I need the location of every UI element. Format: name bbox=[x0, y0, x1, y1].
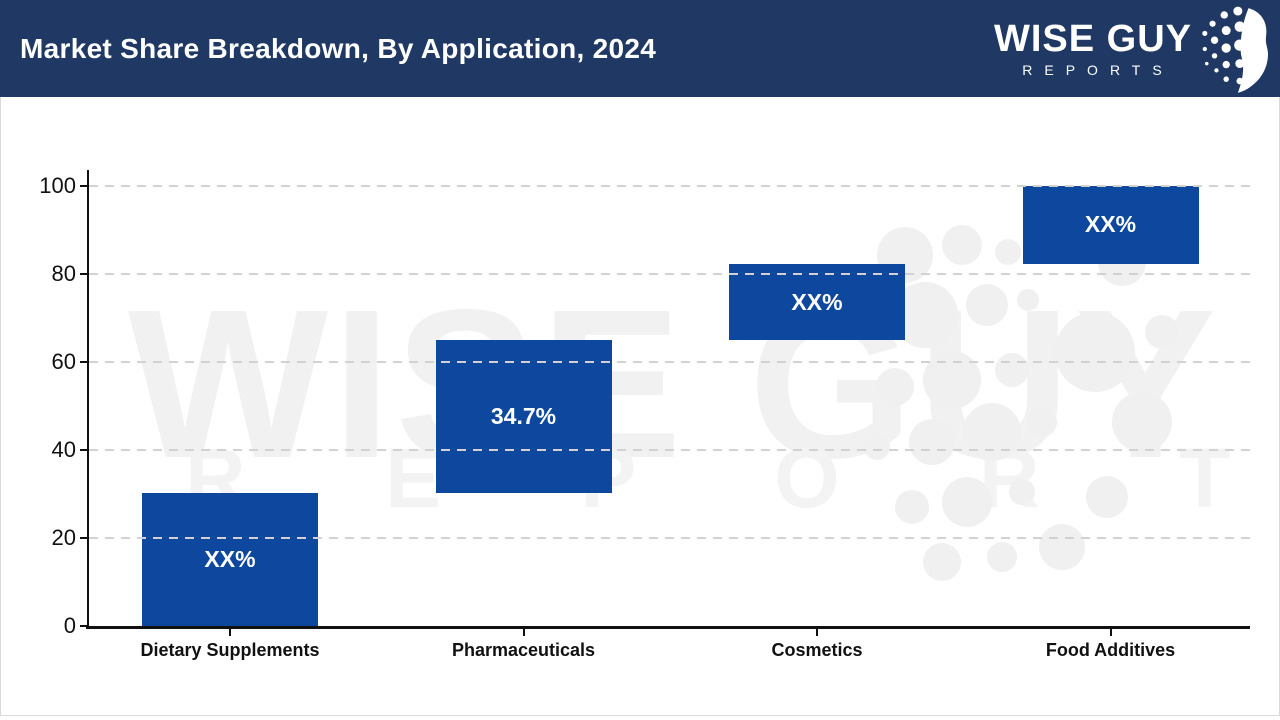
bar: 34.7% bbox=[435, 340, 612, 494]
gridline bbox=[89, 537, 1250, 539]
x-category-label: Cosmetics bbox=[771, 640, 863, 660]
watermark-dot bbox=[895, 490, 929, 524]
x-category-label: Dietary Supplements bbox=[140, 640, 320, 660]
logo-wordmark: WISE GUY bbox=[993, 18, 1192, 60]
x-axis-tick bbox=[1109, 629, 1112, 636]
page-title: Market Share Breakdown, By Application, … bbox=[20, 32, 657, 64]
watermark-dot bbox=[1055, 312, 1135, 392]
watermark-dot bbox=[1039, 524, 1085, 570]
y-tick-label: 40 bbox=[51, 437, 76, 462]
x-axis-tick bbox=[816, 629, 818, 636]
bar: XX% bbox=[729, 263, 905, 341]
gridline bbox=[89, 185, 1250, 187]
dotted-head-icon bbox=[1202, 6, 1268, 93]
x-category-label: Food Additives bbox=[1045, 640, 1176, 660]
y-tick-label: 100 bbox=[39, 173, 76, 198]
watermark-dot bbox=[966, 284, 1008, 326]
bar: XX% bbox=[1022, 186, 1199, 264]
y-axis-tick bbox=[80, 625, 87, 627]
gridline bbox=[89, 449, 1250, 451]
watermark-dot bbox=[942, 477, 992, 527]
watermark-dot bbox=[987, 542, 1017, 572]
y-axis-tick bbox=[80, 361, 87, 363]
y-tick-label: 60 bbox=[51, 349, 76, 374]
watermark-dot bbox=[1017, 289, 1039, 311]
x-axis bbox=[86, 626, 1250, 629]
watermark-dot bbox=[876, 368, 914, 406]
watermark-dot bbox=[1112, 392, 1172, 452]
gridline bbox=[89, 273, 1250, 275]
watermark-dot bbox=[923, 351, 981, 409]
watermark-dot bbox=[1086, 476, 1128, 518]
wise-guy-reports-logo: WISE GUY REPORTS bbox=[994, 0, 1268, 97]
y-axis-tick bbox=[80, 273, 87, 275]
header-bar: Market Share Breakdown, By Application, … bbox=[0, 0, 1280, 97]
y-tick-label: 0 bbox=[63, 613, 76, 638]
bar: XX% bbox=[142, 493, 318, 626]
x-axis-tick bbox=[229, 629, 231, 636]
y-axis bbox=[87, 170, 89, 628]
x-category-label: Pharmaceuticals bbox=[451, 640, 596, 660]
bar-value-label: XX% bbox=[204, 546, 256, 573]
watermark-dot bbox=[864, 434, 890, 460]
y-axis-tick bbox=[80, 185, 87, 187]
watermark-dot bbox=[1145, 315, 1179, 349]
watermark-dot bbox=[923, 543, 961, 581]
watermark-dot bbox=[909, 419, 955, 465]
watermark-dot bbox=[995, 239, 1021, 265]
watermark-dot bbox=[942, 225, 982, 265]
bar-value-label: XX% bbox=[791, 288, 843, 315]
watermark-dot bbox=[1027, 407, 1057, 437]
logo-text: WISE GUY REPORTS bbox=[994, 20, 1192, 77]
watermark-dot bbox=[963, 403, 1021, 461]
y-axis-tick bbox=[80, 537, 87, 539]
watermark-dot bbox=[1009, 479, 1035, 505]
y-tick-label: 20 bbox=[51, 525, 76, 550]
bar-value-label: 34.7% bbox=[490, 403, 557, 430]
logo-subtitle: REPORTS bbox=[1022, 62, 1174, 78]
bar-value-label: XX% bbox=[1084, 211, 1137, 238]
x-axis-tick bbox=[522, 629, 525, 636]
watermark-dot bbox=[995, 353, 1029, 387]
y-tick-label: 80 bbox=[51, 261, 76, 286]
y-axis-tick bbox=[80, 449, 87, 451]
gridline bbox=[89, 361, 1250, 363]
